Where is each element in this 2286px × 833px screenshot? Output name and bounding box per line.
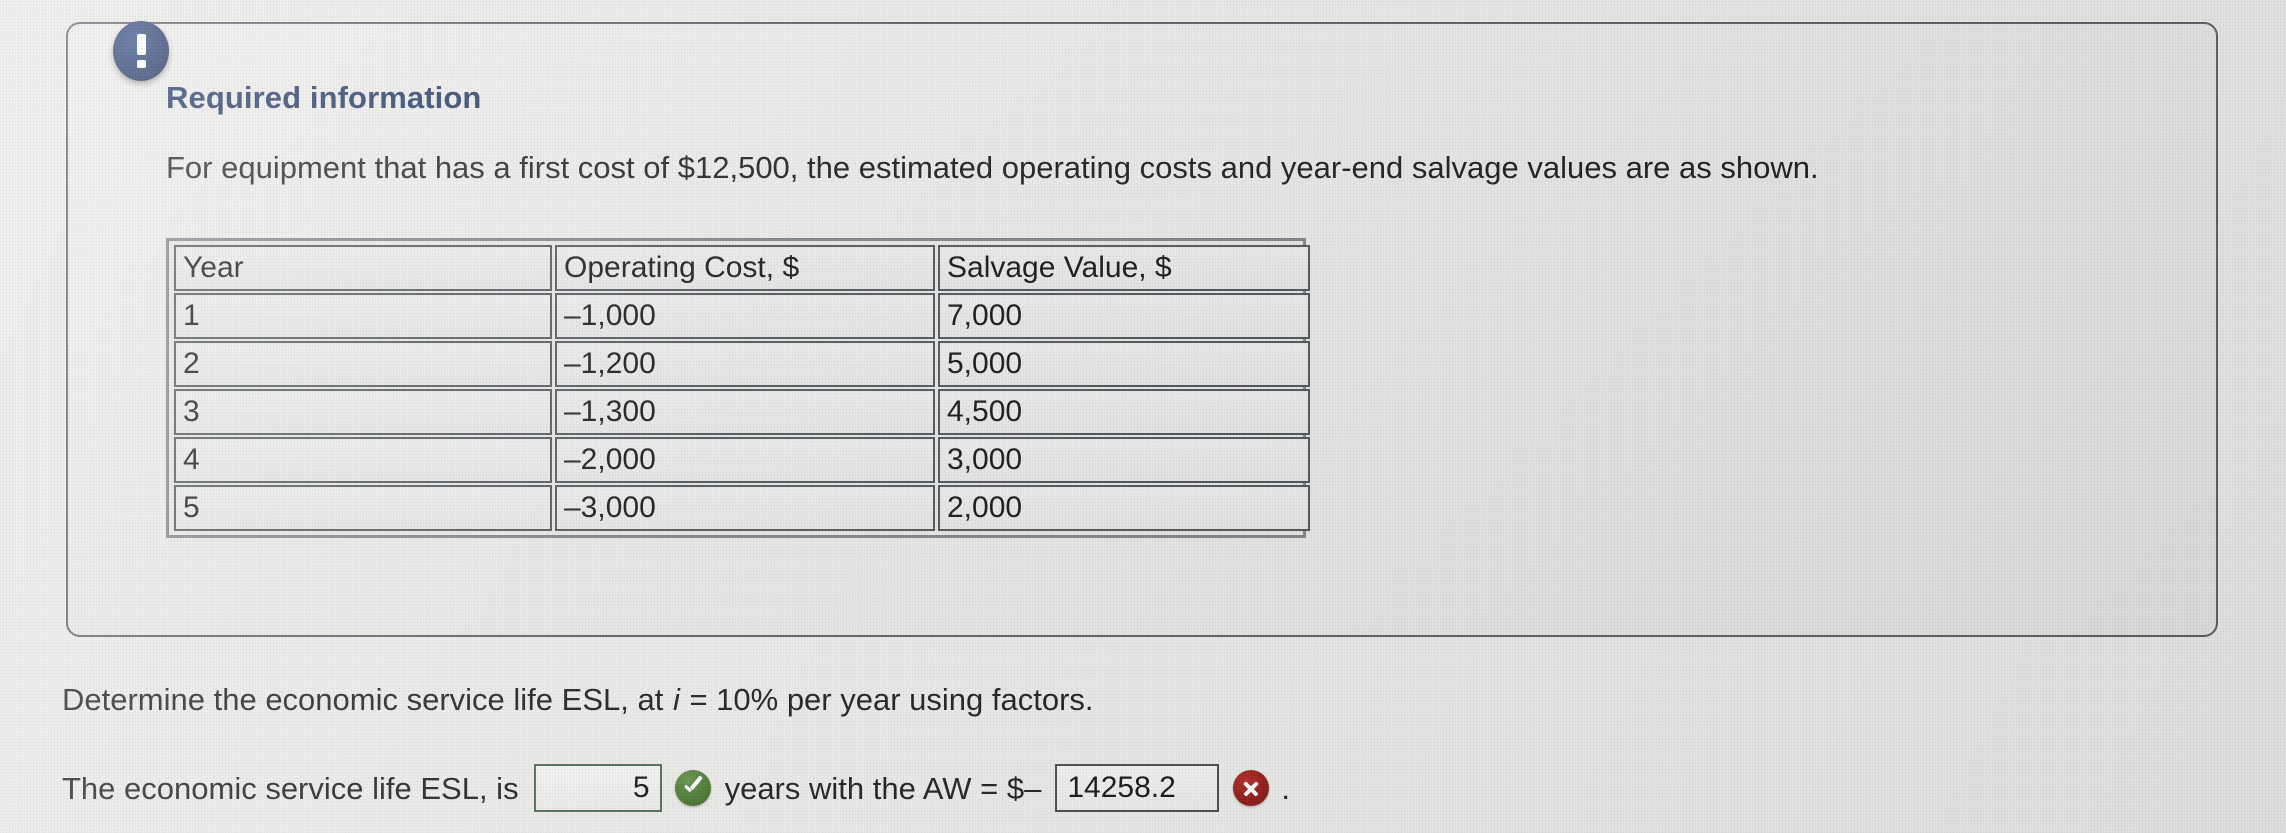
cell-operating-cost: –3,000 (555, 485, 935, 531)
x-circle-icon (1233, 770, 1270, 806)
cell-year: 4 (174, 437, 552, 483)
cost-salvage-table: Year Operating Cost, $ Salvage Value, $ … (171, 243, 1313, 533)
table-header-row: Year Operating Cost, $ Salvage Value, $ (174, 245, 1310, 291)
cell-year: 3 (174, 389, 552, 435)
question-suffix: = 10% per year using factors. (680, 682, 1094, 717)
cell-salvage-value: 3,000 (938, 437, 1310, 483)
question-prompt: Determine the economic service life ESL,… (62, 682, 1094, 718)
required-information-panel: Required information For equipment that … (66, 21, 2218, 637)
cost-salvage-table-wrapper: Year Operating Cost, $ Salvage Value, $ … (166, 238, 1310, 538)
column-header-salvage-value: Salvage Value, $ (938, 245, 1310, 291)
exclamation-icon (113, 21, 169, 81)
cell-salvage-value: 7,000 (938, 293, 1310, 339)
cell-salvage-value: 5,000 (938, 341, 1310, 387)
cell-year: 1 (174, 293, 552, 339)
check-circle-icon (674, 770, 711, 806)
aw-value-input[interactable] (1055, 764, 1220, 812)
answer-row: The economic service life ESL, is years … (62, 762, 1290, 814)
cell-operating-cost: –1,300 (555, 389, 935, 435)
answer-middle-label: years with the AW = $– (724, 770, 1042, 806)
column-header-year: Year (174, 245, 552, 291)
question-prefix: Determine the economic service life ESL,… (62, 682, 672, 717)
interest-rate-symbol: i (672, 682, 680, 717)
cell-operating-cost: –1,000 (555, 293, 935, 339)
table-row: 4 –2,000 3,000 (174, 437, 1310, 483)
cell-year: 5 (174, 485, 552, 531)
answer-trailing-period: . (1281, 770, 1290, 806)
cell-operating-cost: –1,200 (555, 341, 935, 387)
table-row: 3 –1,300 4,500 (174, 389, 1310, 435)
cell-salvage-value: 2,000 (938, 485, 1310, 531)
exclamation-glyph (136, 34, 146, 68)
intro-text: For equipment that has a first cost of $… (166, 150, 1819, 185)
column-header-operating-cost: Operating Cost, $ (555, 245, 935, 291)
page-title: Required information (166, 80, 482, 115)
cell-operating-cost: –2,000 (555, 437, 935, 483)
cell-salvage-value: 4,500 (938, 389, 1310, 435)
table-row: 1 –1,000 7,000 (174, 293, 1310, 339)
esl-years-input[interactable] (533, 764, 662, 812)
answer-lead-label: The economic service life ESL, is (62, 770, 519, 806)
table-row: 5 –3,000 2,000 (174, 485, 1310, 531)
cell-year: 2 (174, 341, 552, 387)
table-row: 2 –1,200 5,000 (174, 341, 1310, 387)
